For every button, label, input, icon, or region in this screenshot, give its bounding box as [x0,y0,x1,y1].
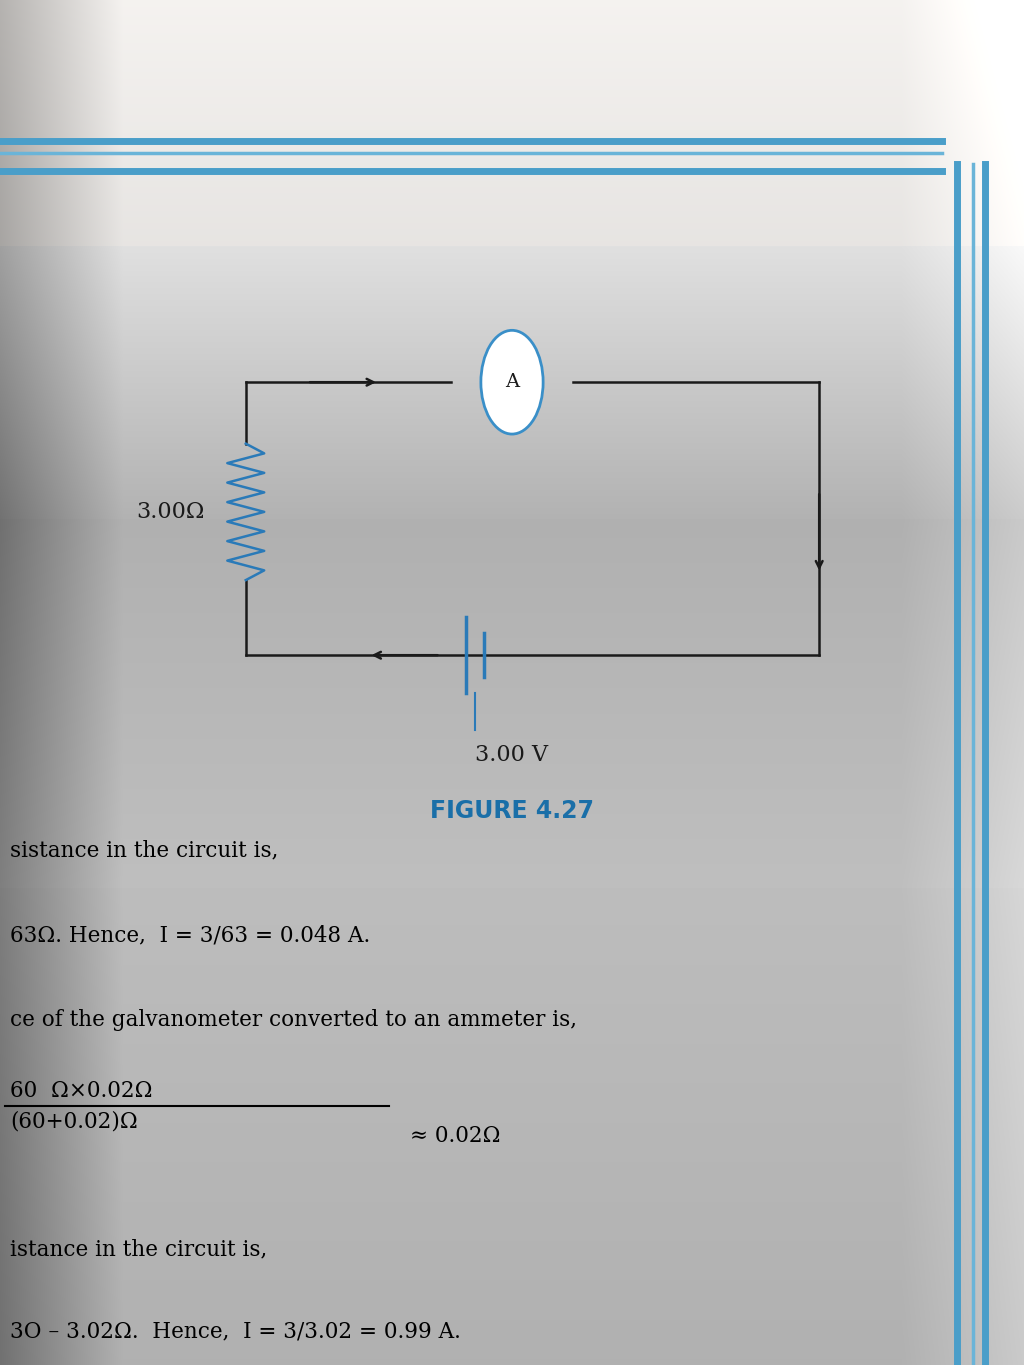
Text: A: A [505,373,519,392]
Text: 60  Ω×0.02Ω: 60 Ω×0.02Ω [10,1080,153,1102]
Text: (60+0.02)Ω: (60+0.02)Ω [10,1110,138,1132]
Text: istance in the circuit is,: istance in the circuit is, [10,1238,267,1260]
Text: ce of the galvanometer converted to an ammeter is,: ce of the galvanometer converted to an a… [10,1009,578,1031]
Text: ≈ 0.02Ω: ≈ 0.02Ω [410,1125,500,1147]
Text: 3.00Ω: 3.00Ω [136,501,205,523]
Text: 3O – 3.02Ω.  Hence,  I = 3/3.02 = 0.99 A.: 3O – 3.02Ω. Hence, I = 3/3.02 = 0.99 A. [10,1320,461,1342]
Ellipse shape [481,330,543,434]
Text: 63Ω. Hence,  I = 3/63 = 0.048 A.: 63Ω. Hence, I = 3/63 = 0.048 A. [10,924,371,946]
Text: sistance in the circuit is,: sistance in the circuit is, [10,839,279,861]
Text: FIGURE 4.27: FIGURE 4.27 [430,799,594,823]
Text: 3.00 V: 3.00 V [475,744,549,766]
